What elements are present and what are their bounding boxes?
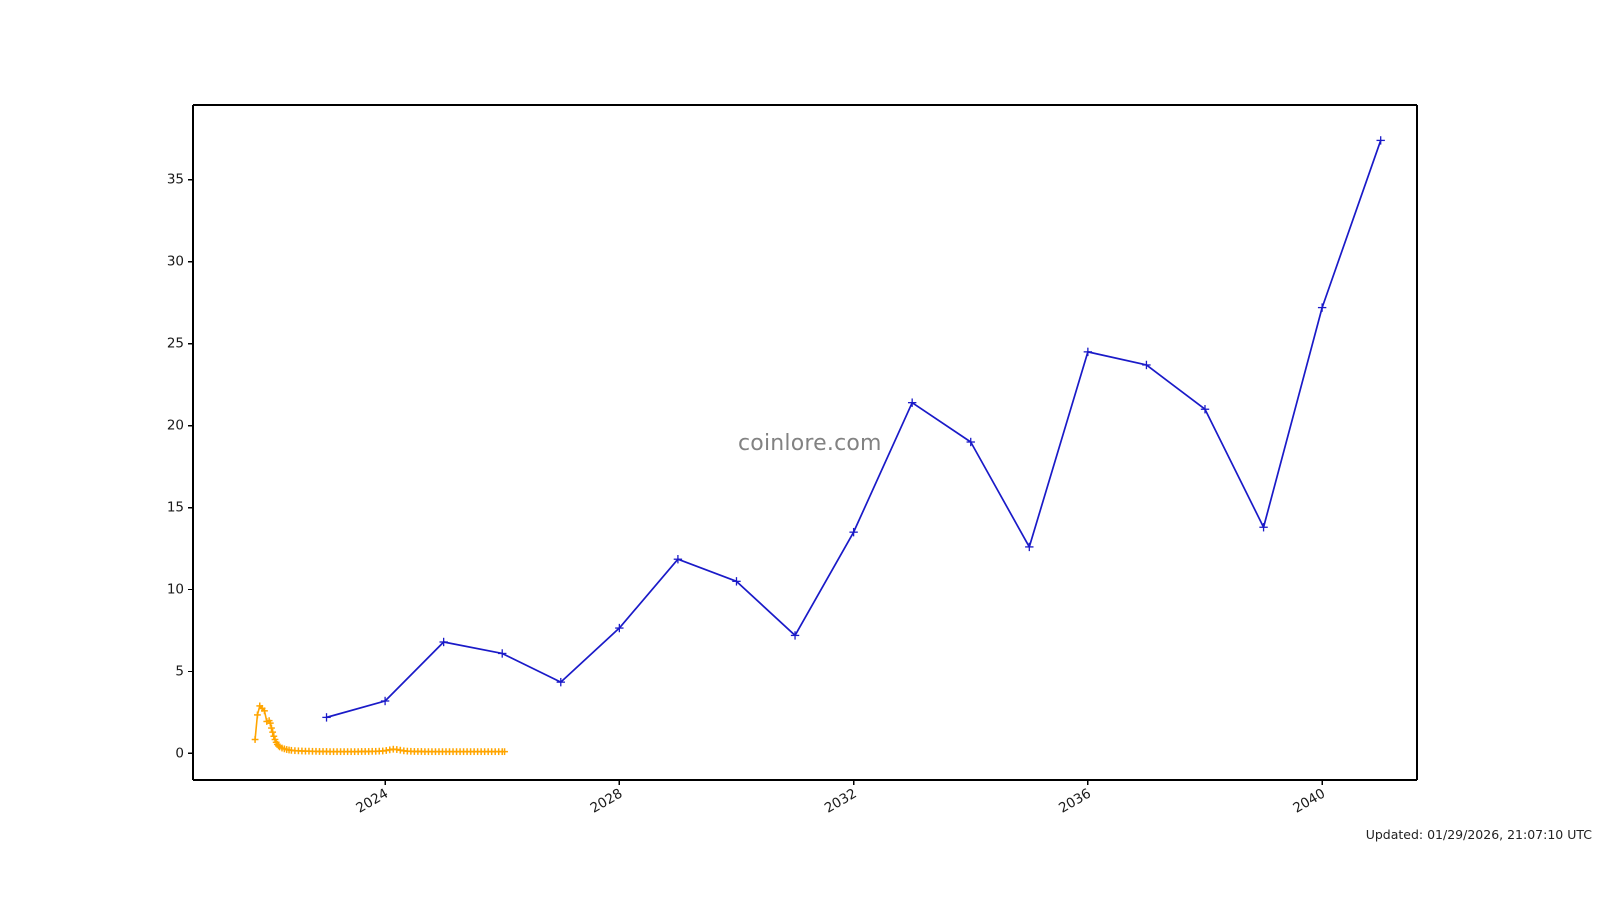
ytick-label-0: 0 (175, 745, 184, 761)
axes (192, 104, 1418, 781)
series-forecast (322, 136, 1385, 722)
ytick-label-20: 20 (167, 418, 184, 434)
coinlore-watermark: coinlore.com (738, 431, 882, 456)
ytick-label-5: 5 (175, 663, 184, 679)
updated-timestamp: Updated: 01/29/2026, 21:07:10 UTC (1365, 827, 1592, 842)
plot-area-background (193, 105, 1417, 780)
ytick-label-10: 10 (167, 582, 184, 598)
series-history (251, 702, 508, 756)
ytick-label-25: 25 (167, 336, 184, 352)
ytick-label-15: 15 (167, 500, 184, 516)
ytick-label-30: 30 (167, 254, 184, 270)
tick-marks (188, 179, 1323, 785)
data-series (251, 136, 1385, 756)
ytick-label-35: 35 (167, 172, 184, 188)
